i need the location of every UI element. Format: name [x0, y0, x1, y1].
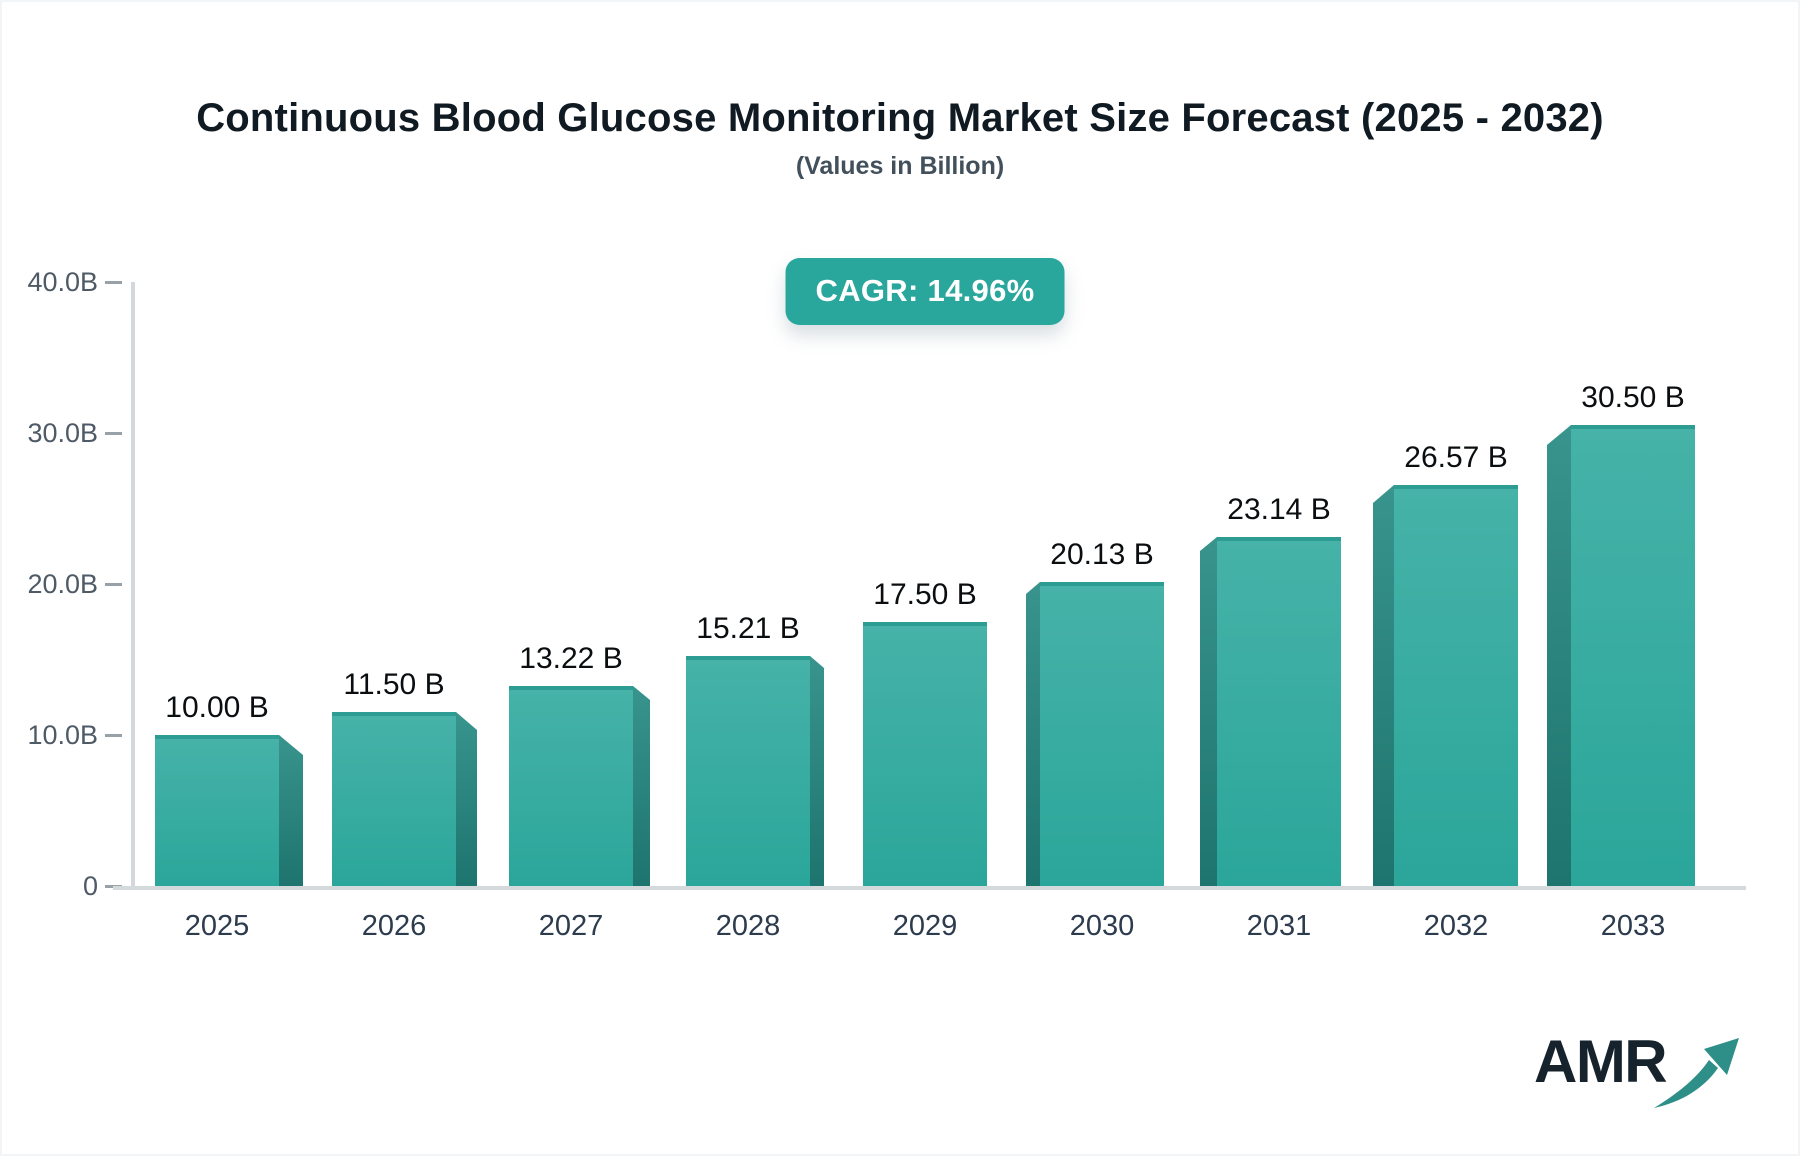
cagr-badge: CAGR: 14.96% — [785, 258, 1065, 325]
bar-3d-side-2027 — [633, 686, 650, 886]
bar-value-label-2028: 15.21 B — [696, 612, 800, 645]
x-tick-label-2032: 2032 — [1423, 910, 1489, 942]
y-tick-mark — [105, 432, 122, 435]
x-tick-label-2026: 2026 — [361, 910, 427, 942]
bar-3d-side-2031 — [1200, 537, 1217, 886]
x-tick-label-2028: 2028 — [715, 910, 781, 942]
growth-arrow-icon — [1654, 1038, 1740, 1108]
amr-logo-text: AMR — [1534, 1028, 1668, 1095]
bar-2026 — [332, 712, 456, 886]
bar-value-label-2030: 20.13 B — [1050, 538, 1154, 571]
bar-value-label-2026: 11.50 B — [343, 668, 445, 701]
x-tick-label-2031: 2031 — [1246, 910, 1312, 942]
x-axis-line — [113, 886, 1746, 890]
bar-value-label-2031: 23.14 B — [1227, 493, 1331, 526]
bar-3d-side-2025 — [279, 735, 303, 886]
y-axis-line — [131, 282, 135, 888]
bar-3d-side-2028 — [810, 656, 824, 886]
bar-value-label-2025: 10.00 B — [165, 691, 269, 724]
y-tick-label-0: 0 — [82, 871, 98, 901]
chart-title: Continuous Blood Glucose Monitoring Mark… — [196, 96, 1604, 140]
x-tick-label-2030: 2030 — [1069, 910, 1135, 942]
bar-3d-side-2030 — [1026, 582, 1040, 886]
y-tick-label-40.0B: 40.0B — [27, 267, 98, 297]
bar-2029 — [863, 622, 987, 886]
amr-logo: AMR — [1534, 1030, 1747, 1111]
bar-2028 — [686, 656, 810, 886]
bar-3d-side-2032 — [1373, 485, 1394, 886]
bar-2033 — [1571, 425, 1695, 886]
y-tick-label-10.0B: 10.0B — [27, 720, 98, 750]
y-tick-mark — [105, 281, 122, 284]
x-tick-label-2029: 2029 — [892, 910, 958, 942]
bar-3d-side-2026 — [456, 712, 477, 886]
bar-2027 — [509, 686, 633, 886]
y-tick-label-20.0B: 20.0B — [27, 569, 98, 599]
chart-subtitle: (Values in Billion) — [795, 152, 1005, 180]
bar-value-label-2032: 26.57 B — [1404, 441, 1508, 474]
bar-value-label-2029: 17.50 B — [873, 578, 977, 611]
bar-2031 — [1217, 537, 1341, 886]
x-tick-label-2025: 2025 — [184, 910, 250, 942]
x-tick-label-2027: 2027 — [538, 910, 604, 942]
y-tick-mark — [105, 583, 122, 586]
bar-2030 — [1040, 582, 1164, 886]
x-tick-label-2033: 2033 — [1600, 910, 1666, 942]
y-tick-label-30.0B: 30.0B — [27, 418, 98, 448]
bar-2032 — [1394, 485, 1518, 886]
bar-value-label-2033: 30.50 B — [1581, 381, 1685, 414]
y-tick-mark — [105, 734, 122, 737]
bar-2025 — [155, 735, 279, 886]
bar-3d-side-2033 — [1547, 425, 1571, 886]
bar-value-label-2027: 13.22 B — [519, 642, 623, 675]
